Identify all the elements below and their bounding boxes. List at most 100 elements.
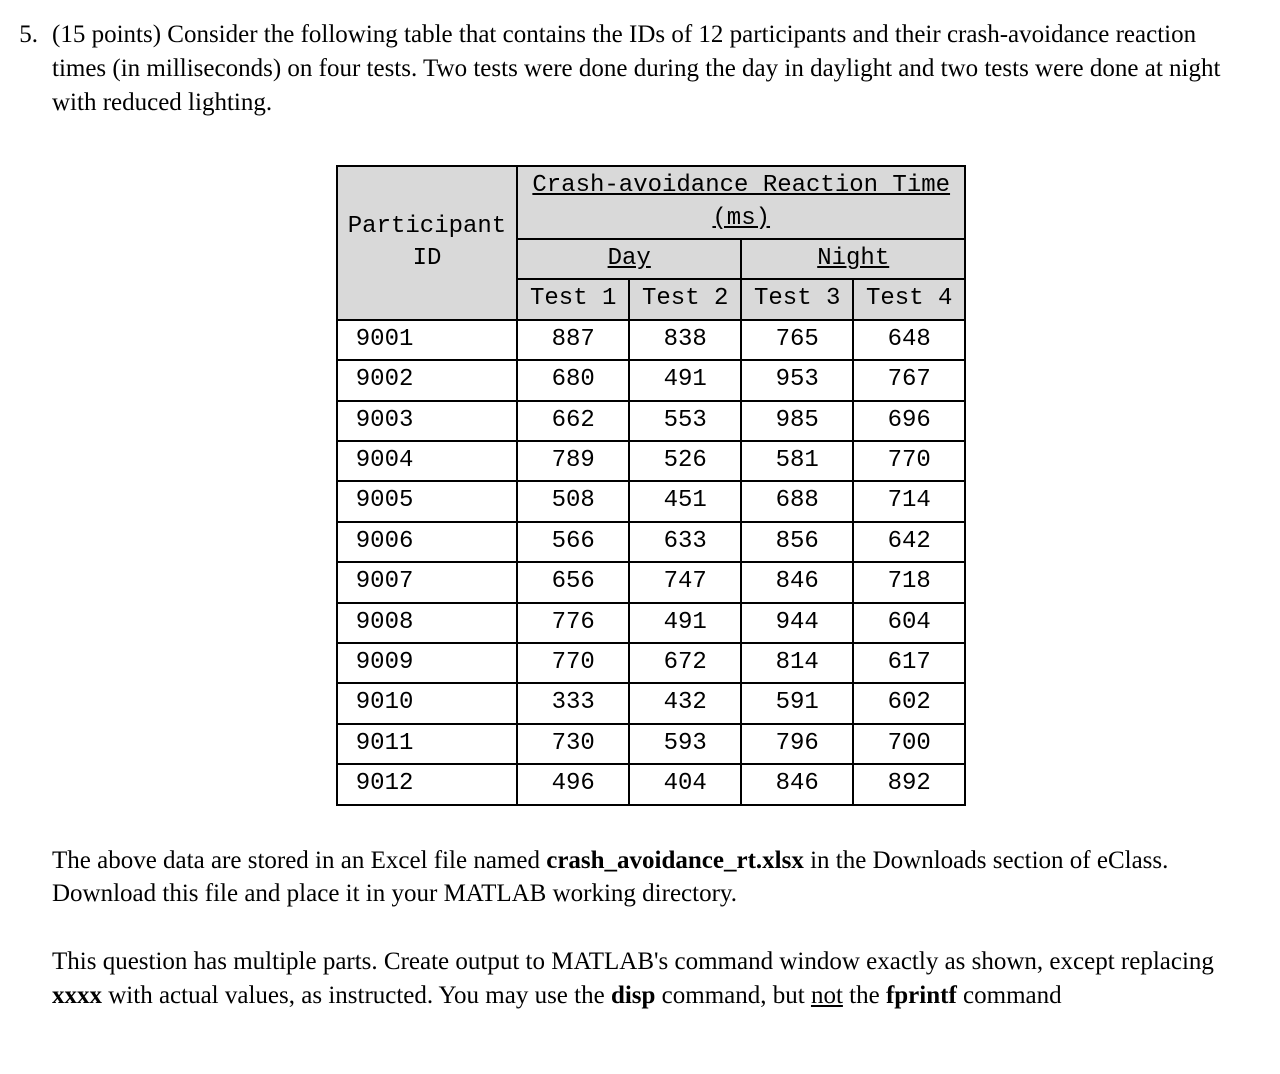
- p2b: with actual values, as instructed. You m…: [102, 982, 611, 1009]
- participant-id-cell: 9002: [337, 360, 517, 400]
- value-cell: 333: [517, 683, 629, 723]
- value-cell: 856: [741, 522, 853, 562]
- header-test2: Test 2: [629, 279, 741, 319]
- value-cell: 496: [517, 764, 629, 804]
- not-word: not: [811, 982, 843, 1009]
- value-cell: 648: [853, 320, 965, 360]
- value-cell: 591: [741, 683, 853, 723]
- value-cell: 566: [517, 522, 629, 562]
- participant-id-cell: 9011: [337, 724, 517, 764]
- value-cell: 604: [853, 603, 965, 643]
- value-cell: 747: [629, 562, 741, 602]
- value-cell: 432: [629, 683, 741, 723]
- table-row: 9004789526581770: [337, 441, 965, 481]
- value-cell: 581: [741, 441, 853, 481]
- header-test1: Test 1: [517, 279, 629, 319]
- value-cell: 553: [629, 401, 741, 441]
- table-wrap: Participant ID Crash-avoidance Reaction …: [52, 165, 1250, 805]
- table-row: 9011730593796700: [337, 724, 965, 764]
- value-cell: 617: [853, 643, 965, 683]
- post-paragraph-1: The above data are stored in an Excel fi…: [52, 844, 1250, 912]
- table-row: 9007656747846718: [337, 562, 965, 602]
- value-cell: 846: [741, 562, 853, 602]
- value-cell: 656: [517, 562, 629, 602]
- value-cell: 593: [629, 724, 741, 764]
- value-cell: 451: [629, 481, 741, 521]
- points-prefix: (15 points): [52, 21, 167, 48]
- table-row: 9006566633856642: [337, 522, 965, 562]
- intro-text: Consider the following table that contai…: [52, 21, 1220, 116]
- table-row: 9008776491944604: [337, 603, 965, 643]
- value-cell: 526: [629, 441, 741, 481]
- header-test4: Test 4: [853, 279, 965, 319]
- value-cell: 672: [629, 643, 741, 683]
- header-row-1: Participant ID Crash-avoidance Reaction …: [337, 166, 965, 239]
- value-cell: 985: [741, 401, 853, 441]
- value-cell: 602: [853, 683, 965, 723]
- value-cell: 730: [517, 724, 629, 764]
- value-cell: 508: [517, 481, 629, 521]
- header-participant: Participant ID: [337, 166, 517, 320]
- fprintf-cmd: fprintf: [886, 982, 957, 1009]
- p2c: command, but: [655, 982, 811, 1009]
- value-cell: 404: [629, 764, 741, 804]
- value-cell: 892: [853, 764, 965, 804]
- value-cell: 714: [853, 481, 965, 521]
- table-row: 9002680491953767: [337, 360, 965, 400]
- value-cell: 767: [853, 360, 965, 400]
- question-body: (15 points) Consider the following table…: [52, 18, 1250, 1013]
- participant-id-cell: 9001: [337, 320, 517, 360]
- p2d: the: [843, 982, 886, 1009]
- table-row: 9001887838765648: [337, 320, 965, 360]
- value-cell: 796: [741, 724, 853, 764]
- value-cell: 696: [853, 401, 965, 441]
- value-cell: 776: [517, 603, 629, 643]
- value-cell: 887: [517, 320, 629, 360]
- value-cell: 770: [517, 643, 629, 683]
- p2e: command: [957, 982, 1062, 1009]
- value-cell: 642: [853, 522, 965, 562]
- participant-id-cell: 9006: [337, 522, 517, 562]
- participant-id-cell: 9009: [337, 643, 517, 683]
- value-cell: 491: [629, 360, 741, 400]
- participant-id-cell: 9012: [337, 764, 517, 804]
- table-row: 9010333432591602: [337, 683, 965, 723]
- value-cell: 770: [853, 441, 965, 481]
- table-row: 9005508451688714: [337, 481, 965, 521]
- table-row: 9009770672814617: [337, 643, 965, 683]
- value-cell: 846: [741, 764, 853, 804]
- p1a: The above data are stored in an Excel fi…: [52, 847, 546, 874]
- participant-id-cell: 9008: [337, 603, 517, 643]
- value-cell: 718: [853, 562, 965, 602]
- header-day: Day: [517, 239, 741, 279]
- value-cell: 838: [629, 320, 741, 360]
- filename: crash_avoidance_rt.xlsx: [546, 847, 804, 874]
- question-block: 5. (15 points) Consider the following ta…: [10, 18, 1250, 1013]
- post-paragraph-2: This question has multiple parts. Create…: [52, 945, 1250, 1013]
- value-cell: 662: [517, 401, 629, 441]
- header-test3: Test 3: [741, 279, 853, 319]
- table-row: 9003662553985696: [337, 401, 965, 441]
- header-night: Night: [741, 239, 965, 279]
- value-cell: 953: [741, 360, 853, 400]
- value-cell: 944: [741, 603, 853, 643]
- table-row: 9012496404846892: [337, 764, 965, 804]
- participant-id-cell: 9010: [337, 683, 517, 723]
- disp-cmd: disp: [611, 982, 655, 1009]
- participant-id-cell: 9004: [337, 441, 517, 481]
- header-group-title: Crash-avoidance Reaction Time (ms): [517, 166, 965, 239]
- value-cell: 688: [741, 481, 853, 521]
- participant-id-cell: 9005: [337, 481, 517, 521]
- value-cell: 680: [517, 360, 629, 400]
- p2a: This question has multiple parts. Create…: [52, 948, 1214, 975]
- value-cell: 491: [629, 603, 741, 643]
- value-cell: 700: [853, 724, 965, 764]
- question-number: 5.: [10, 18, 38, 52]
- reaction-time-table: Participant ID Crash-avoidance Reaction …: [336, 165, 966, 805]
- participant-id-cell: 9007: [337, 562, 517, 602]
- value-cell: 633: [629, 522, 741, 562]
- participant-id-cell: 9003: [337, 401, 517, 441]
- question-intro: (15 points) Consider the following table…: [52, 18, 1250, 119]
- xxxx: xxxx: [52, 982, 102, 1009]
- value-cell: 789: [517, 441, 629, 481]
